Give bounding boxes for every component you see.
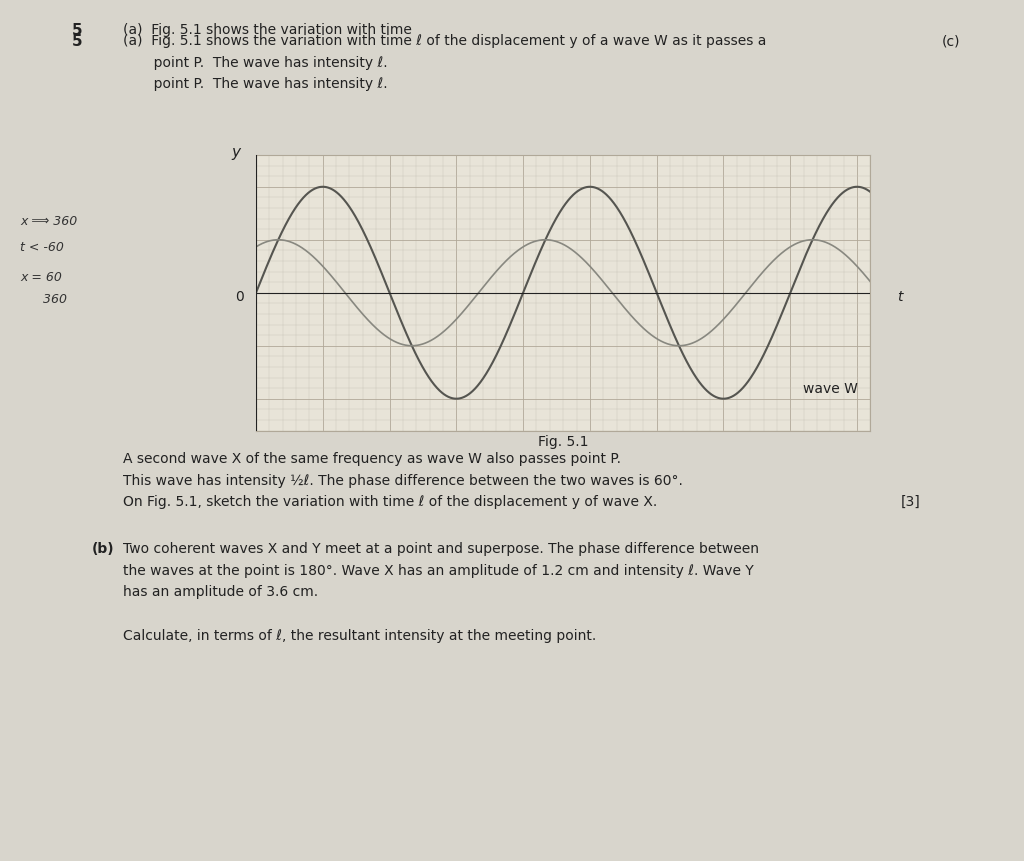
Text: t < -60: t < -60 — [20, 241, 65, 254]
Text: (c): (c) — [942, 34, 961, 48]
Text: This wave has intensity ½ℓ. The phase difference between the two waves is 60°.: This wave has intensity ½ℓ. The phase di… — [123, 474, 683, 487]
Text: (a)  Fig. 5.1 shows the variation with time: (a) Fig. 5.1 shows the variation with ti… — [123, 23, 416, 37]
Text: x = 60: x = 60 — [20, 271, 62, 284]
Text: point P.  The wave has intensity ℓ.: point P. The wave has intensity ℓ. — [123, 77, 387, 91]
Text: 5: 5 — [72, 23, 82, 38]
Text: Two coherent waves X and Y meet at a point and superpose. The phase difference b: Two coherent waves X and Y meet at a poi… — [123, 542, 759, 556]
Text: (a)  Fig. 5.1 shows the variation with time ℓ of the displacement y of a wave W : (a) Fig. 5.1 shows the variation with ti… — [123, 34, 766, 48]
Text: 360: 360 — [31, 293, 67, 306]
Text: Calculate, in terms of ℓ, the resultant intensity at the meeting point.: Calculate, in terms of ℓ, the resultant … — [123, 629, 596, 642]
Text: the waves at the point is 180°. Wave X has an amplitude of 1.2 cm and intensity : the waves at the point is 180°. Wave X h… — [123, 564, 754, 578]
Text: A second wave X of the same frequency as wave W also passes point P.: A second wave X of the same frequency as… — [123, 452, 621, 466]
Text: 0: 0 — [236, 290, 245, 304]
Text: y: y — [231, 146, 241, 160]
Text: (b): (b) — [92, 542, 115, 556]
Text: x ⟹ 360: x ⟹ 360 — [20, 215, 78, 228]
Text: [3]: [3] — [901, 495, 921, 509]
Text: Fig. 5.1: Fig. 5.1 — [538, 435, 589, 449]
Text: has an amplitude of 3.6 cm.: has an amplitude of 3.6 cm. — [123, 585, 318, 599]
Text: On Fig. 5.1, sketch the variation with time ℓ of the displacement y of wave X.: On Fig. 5.1, sketch the variation with t… — [123, 495, 657, 509]
Text: point P.  The wave has intensity ℓ.: point P. The wave has intensity ℓ. — [123, 56, 387, 70]
Text: t: t — [897, 290, 902, 304]
Text: 5: 5 — [72, 34, 82, 49]
Text: wave W: wave W — [803, 382, 858, 396]
